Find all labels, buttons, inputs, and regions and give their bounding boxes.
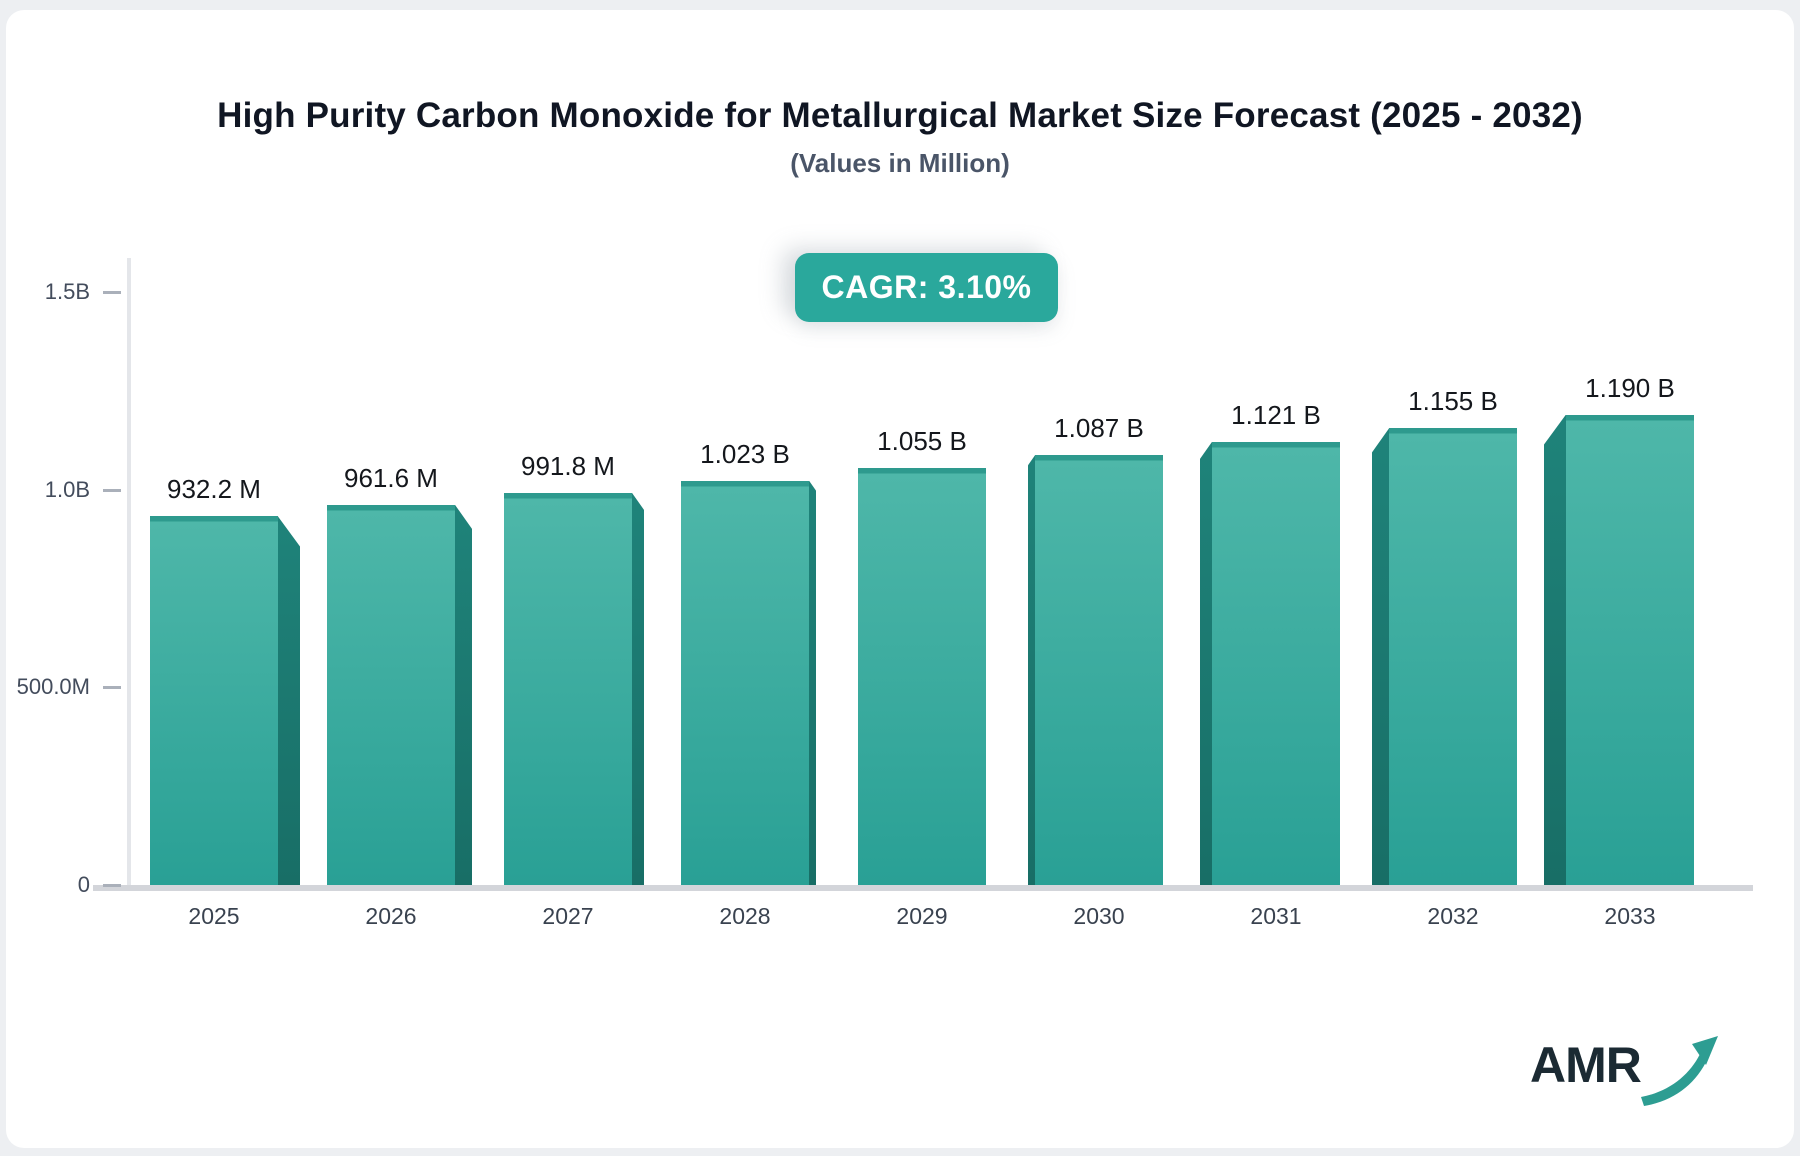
- amr-logo: AMR: [1530, 1036, 1730, 1126]
- bar-2032[interactable]: [1389, 428, 1517, 885]
- y-tick-mark: [103, 488, 121, 492]
- bar-2030[interactable]: [1035, 455, 1163, 885]
- x-axis-label-2033: 2033: [1604, 903, 1656, 929]
- x-axis-label-2026: 2026: [365, 903, 417, 929]
- x-axis-label-2028: 2028: [719, 903, 771, 929]
- x-axis-label-2027: 2027: [542, 903, 594, 929]
- bar-value-label: 961.6 M: [344, 462, 438, 493]
- bar-side-face-2025: [278, 516, 300, 885]
- bar-value-label: 991.8 M: [521, 450, 615, 481]
- y-tick-mark: [103, 291, 121, 294]
- chart-title: High Purity Carbon Monoxide for Metallur…: [217, 96, 1583, 135]
- bar-2031[interactable]: [1212, 441, 1340, 885]
- bar-side-face-2030: [1028, 455, 1035, 885]
- x-axis-label-2031: 2031: [1250, 903, 1302, 929]
- bar-2027[interactable]: [504, 492, 632, 885]
- bar-value-label: 1.121 B: [1231, 399, 1321, 430]
- bar-side-face-2028: [809, 480, 816, 885]
- x-axis-label-2030: 2030: [1073, 903, 1125, 929]
- bar-2026[interactable]: [327, 504, 455, 885]
- y-axis-line: [127, 258, 131, 885]
- x-axis-label-2029: 2029: [896, 903, 948, 929]
- y-tick-mark: [103, 686, 121, 690]
- y-tick-label: 500.0M: [16, 674, 90, 700]
- bar-side-face-2026: [455, 504, 472, 885]
- bar-value-label: 1.023 B: [700, 438, 790, 469]
- x-axis-line: [93, 885, 1753, 891]
- bar-value-label: 932.2 M: [167, 474, 261, 505]
- y-tick-mark: [103, 884, 121, 887]
- y-tick-label: 0: [77, 872, 90, 897]
- cagr-badge: CAGR: 3.10%: [795, 253, 1058, 322]
- bar-side-face-2032: [1372, 428, 1389, 885]
- x-axis-label-2025: 2025: [188, 903, 240, 929]
- amr-logo-text: AMR: [1530, 1037, 1642, 1093]
- bar-value-label: 1.190 B: [1585, 372, 1675, 403]
- x-axis-label-2032: 2032: [1427, 903, 1479, 929]
- bar-value-label: 1.087 B: [1054, 413, 1144, 444]
- bar-side-face-2031: [1200, 441, 1212, 885]
- y-tick-label: 1.0B: [44, 476, 90, 502]
- bar-2025[interactable]: [150, 516, 278, 885]
- bar-value-label: 1.055 B: [877, 425, 967, 456]
- bar-2028[interactable]: [681, 480, 809, 885]
- bar-2033[interactable]: [1566, 414, 1694, 885]
- bar-side-face-2027: [632, 492, 644, 885]
- bar-side-face-2033: [1544, 414, 1566, 885]
- chart-subtitle: (Values in Million): [790, 148, 1010, 178]
- bar-2029[interactable]: [858, 467, 986, 885]
- y-tick-label: 1.5B: [44, 279, 90, 304]
- bar-value-label: 1.155 B: [1408, 386, 1498, 417]
- growth-arrow-icon: [1641, 1036, 1718, 1106]
